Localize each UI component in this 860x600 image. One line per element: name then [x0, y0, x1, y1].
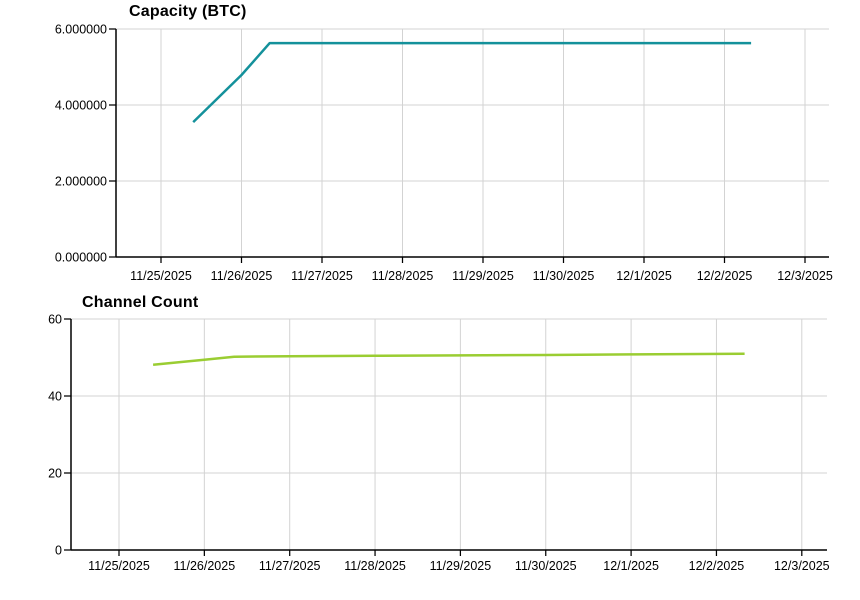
- channel-count-chart-title: Channel Count: [82, 294, 199, 311]
- x-tick-label: 11/29/2025: [430, 559, 492, 573]
- x-tick-label: 11/30/2025: [533, 269, 595, 283]
- capacity-chart-title: Capacity (BTC): [129, 3, 247, 20]
- capacity-chart-plot: 6.000000 4.000000 2.000000 0.000000 11/25/20…: [55, 23, 833, 284]
- x-tick-label: 11/27/2025: [259, 559, 321, 573]
- channel-count-chart-plot: 60 40 20 0 11/25/2025 11/26/2025 11/27/2025 11/…: [48, 313, 830, 574]
- y-tick-label: 60: [48, 313, 62, 327]
- x-tick-label: 12/1/2025: [603, 559, 659, 573]
- x-tick-label: 11/27/2025: [291, 269, 353, 283]
- x-tick-label: 11/25/2025: [88, 559, 150, 573]
- x-tick-label: 12/3/2025: [774, 559, 830, 573]
- x-tick-label: 11/29/2025: [452, 269, 514, 283]
- x-tick-label: 11/25/2025: [130, 269, 192, 283]
- series-line-channel-count: [152, 352, 745, 367]
- y-tick-label: 0.000000: [55, 251, 107, 265]
- x-tick-label: 12/3/2025: [777, 269, 833, 283]
- series-line-capacity-btc-: [192, 41, 752, 123]
- x-tick-label: 11/26/2025: [211, 269, 273, 283]
- y-tick-label: 20: [48, 467, 62, 481]
- x-tick-label: 11/28/2025: [372, 269, 434, 283]
- x-tick-label: 12/1/2025: [616, 269, 672, 283]
- x-tick-label: 12/2/2025: [697, 269, 753, 283]
- x-tick-label: 12/2/2025: [689, 559, 745, 573]
- y-tick-label: 6.000000: [55, 23, 107, 37]
- y-tick-label: 2.000000: [55, 175, 107, 189]
- x-tick-label: 11/26/2025: [174, 559, 236, 573]
- y-tick-label: 40: [48, 390, 62, 404]
- y-tick-label: 4.000000: [55, 99, 107, 113]
- y-tick-label: 0: [55, 544, 62, 558]
- x-tick-label: 11/28/2025: [344, 559, 406, 573]
- x-tick-label: 11/30/2025: [515, 559, 577, 573]
